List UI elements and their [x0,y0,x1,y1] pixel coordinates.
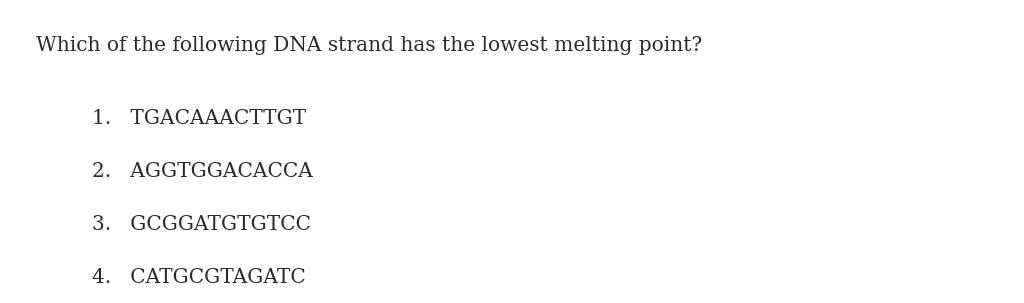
Text: 2.   AGGTGGACACCA: 2. AGGTGGACACCA [92,162,313,181]
Text: 4.   CATGCGTAGATC: 4. CATGCGTAGATC [92,268,306,287]
Text: Which of the following DNA strand has the lowest melting point?: Which of the following DNA strand has th… [36,36,702,55]
Text: 1.   TGACAAACTTGT: 1. TGACAAACTTGT [92,109,306,128]
Text: 3.   GCGGATGTGTCC: 3. GCGGATGTGTCC [92,215,311,234]
